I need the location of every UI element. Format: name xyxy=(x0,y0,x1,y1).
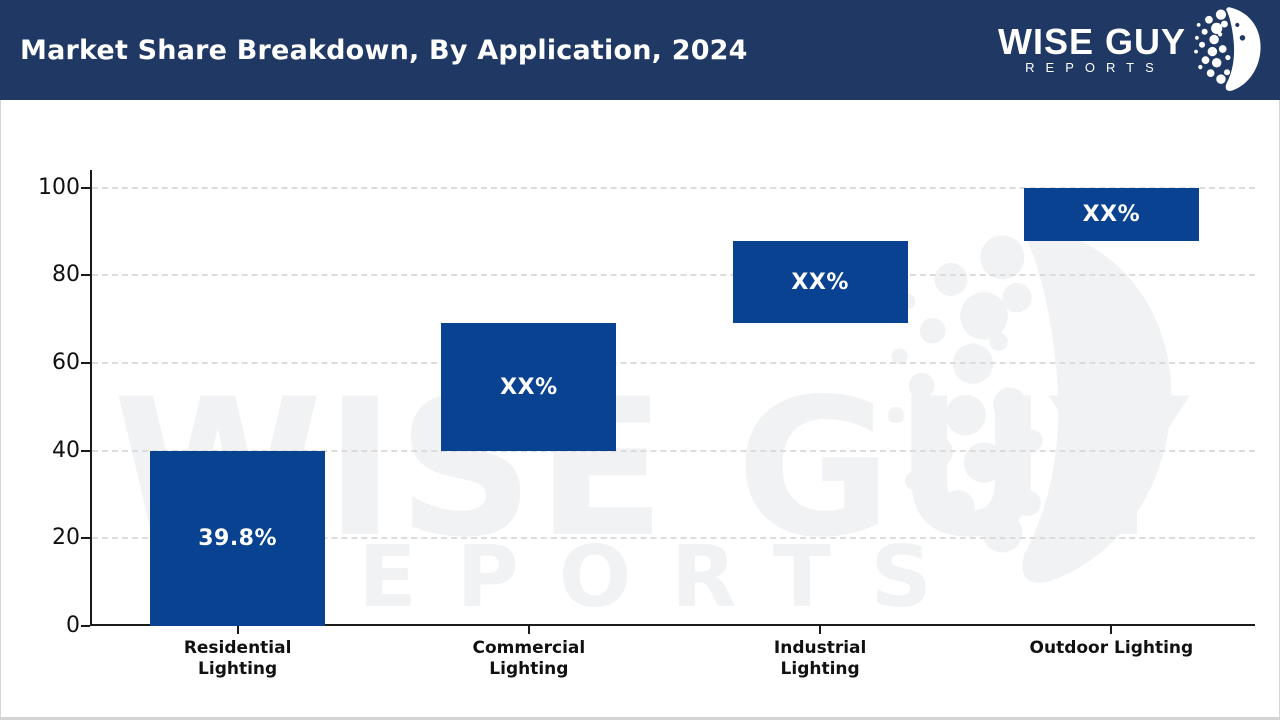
plot-area: 0 20 40 60 80 100 39.8% Residential Lighting XX%… xyxy=(38,170,1255,679)
x-tick-mark-0 xyxy=(236,626,239,634)
y-tick-mark-60 xyxy=(81,361,90,364)
y-tick-label-20: 20 xyxy=(52,525,80,551)
y-tick-mark-40 xyxy=(81,449,90,452)
brand-face-icon xyxy=(1194,7,1261,91)
bar-industrial-lighting: XX% xyxy=(732,241,908,323)
gridline-80 xyxy=(92,274,1255,277)
watermark-text-reports: REPORTS xyxy=(253,528,972,627)
gridline-40 xyxy=(92,449,1255,452)
chart-canvas: WISE GUY REPORTS 0 20 40 60 80 100 39.8% Reside… xyxy=(0,100,1280,720)
x-category-label: Residential Lighting xyxy=(183,638,292,680)
x-category-label: Commercial Lighting xyxy=(472,638,586,680)
bar-outdoor-lighting: XX% xyxy=(1023,187,1199,242)
brand-name: WISE GUY xyxy=(997,20,1186,62)
x-category-label: Industrial Lighting xyxy=(773,638,867,680)
y-tick-mark-0 xyxy=(81,625,90,627)
y-tick-label-80: 80 xyxy=(52,262,80,288)
gridline-60 xyxy=(92,361,1255,364)
y-tick-mark-100 xyxy=(81,186,90,189)
gridline-100 xyxy=(92,186,1255,189)
watermark-face-icon xyxy=(887,225,1172,583)
brand-logo: WISE GUY REPORTS xyxy=(998,6,1266,92)
bar-value-label: 39.8% xyxy=(198,526,278,552)
y-tick-label-40: 40 xyxy=(52,437,80,463)
x-tick-mark-1 xyxy=(527,626,530,634)
bar-value-label: XX% xyxy=(1082,201,1141,227)
bar-commercial-lighting: XX% xyxy=(441,323,617,452)
gridline-20 xyxy=(92,537,1255,540)
chart-title: Market Share Breakdown, By Application, … xyxy=(20,34,748,66)
bar-value-label: XX% xyxy=(500,374,558,400)
x-tick-mark-2 xyxy=(819,626,822,634)
bar-value-label: XX% xyxy=(791,269,849,295)
y-tick-label-100: 100 xyxy=(38,174,80,200)
header-bar: Market Share Breakdown, By Application, … xyxy=(0,0,1280,100)
brand-subname: REPORTS xyxy=(1025,60,1165,76)
x-category-label: Outdoor Lighting xyxy=(1029,638,1194,658)
y-tick-label-0: 0 xyxy=(66,613,80,638)
brand-logo-text: WISE GUY REPORTS xyxy=(997,20,1186,76)
x-tick-mark-3 xyxy=(1110,626,1113,634)
y-tick-label-60: 60 xyxy=(52,349,80,375)
y-tick-mark-80 xyxy=(81,274,90,277)
bar-residential-lighting: 39.8% xyxy=(150,451,326,626)
y-tick-mark-20 xyxy=(81,537,90,540)
